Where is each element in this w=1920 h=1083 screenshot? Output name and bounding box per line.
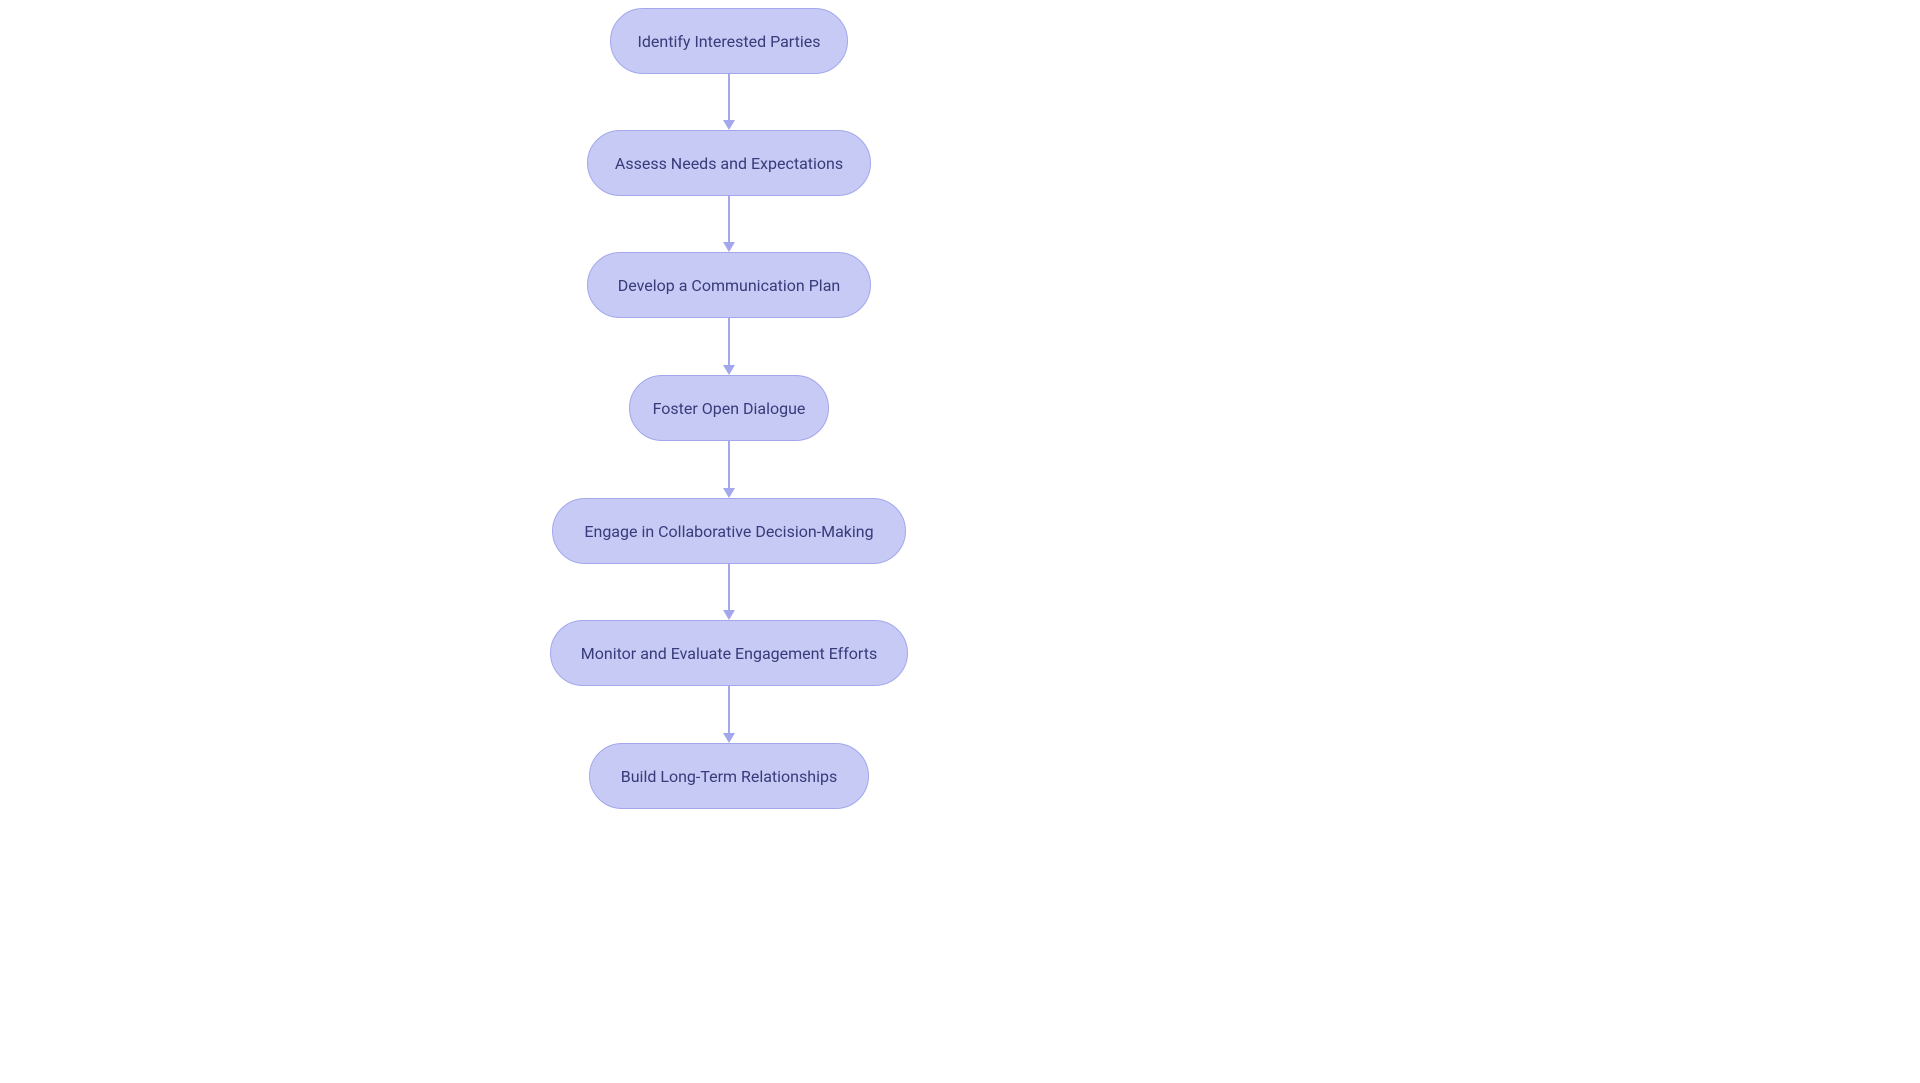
flowchart-node-7: Build Long-Term Relationships (589, 743, 869, 809)
flowchart-node-label: Build Long-Term Relationships (621, 767, 837, 786)
flowchart-node-6: Monitor and Evaluate Engagement Efforts (550, 620, 908, 686)
flowchart-node-4: Foster Open Dialogue (629, 375, 829, 441)
flowchart-node-2: Assess Needs and Expectations (587, 130, 871, 196)
flowchart-container: Identify Interested Parties Assess Needs … (0, 0, 1920, 1083)
flowchart-arrow-5 (719, 564, 739, 620)
flowchart-node-label: Engage in Collaborative Decision-Making (584, 522, 873, 541)
flowchart-arrow-6 (719, 686, 739, 743)
flowchart-arrow-3 (719, 318, 739, 375)
flowchart-node-1: Identify Interested Parties (610, 8, 848, 74)
flowchart-node-5: Engage in Collaborative Decision-Making (552, 498, 906, 564)
flowchart-arrow-4 (719, 441, 739, 498)
flowchart-node-label: Monitor and Evaluate Engagement Efforts (581, 644, 877, 663)
flowchart-node-label: Foster Open Dialogue (653, 399, 806, 418)
flowchart-node-label: Identify Interested Parties (638, 32, 821, 51)
flowchart-arrow-2 (719, 196, 739, 252)
flowchart-arrow-1 (719, 74, 739, 130)
flowchart-node-label: Develop a Communication Plan (618, 276, 840, 295)
flowchart-node-3: Develop a Communication Plan (587, 252, 871, 318)
flowchart-node-label: Assess Needs and Expectations (615, 154, 843, 173)
